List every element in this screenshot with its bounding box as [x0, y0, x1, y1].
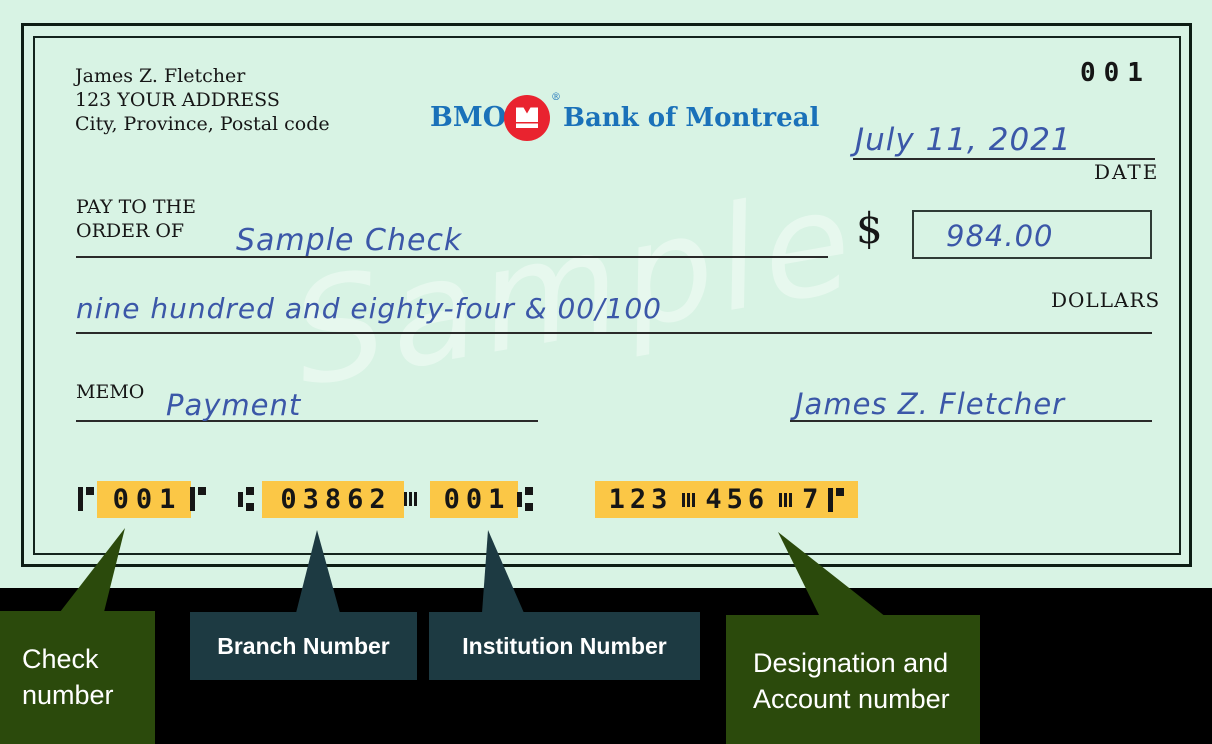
- callout-check-number: Check number: [0, 611, 155, 744]
- date-line: [853, 158, 1155, 160]
- callout-institution-number: Institution Number: [429, 612, 700, 680]
- pay-to-label-line1: PAY TO THE: [76, 196, 196, 218]
- micr-branch-number: 03862: [262, 481, 404, 518]
- callout-branch-number: Branch Number: [190, 612, 417, 680]
- date-label: DATE: [1094, 160, 1160, 184]
- micr-onus-symbol: [78, 487, 94, 511]
- micr-onus-symbol: [190, 487, 206, 511]
- check-outer-border: [21, 23, 1192, 567]
- micr-account-group: 456: [705, 484, 770, 515]
- payer-address-line1: 123 YOUR ADDRESS: [75, 89, 280, 111]
- callout-check-number-line1: Check: [22, 644, 99, 674]
- check-inner-border: [33, 36, 1181, 555]
- micr-dash-symbol: [404, 487, 417, 511]
- check-number-top: 001: [1080, 58, 1151, 88]
- callout-check-number-line2: number: [22, 680, 114, 710]
- payer-address-line2: City, Province, Postal code: [75, 113, 330, 135]
- amount-numeric: 984.00: [946, 219, 1054, 253]
- micr-institution-number: 001: [430, 481, 518, 518]
- memo-line: [76, 420, 538, 422]
- micr-account-number: 123 456 7: [595, 481, 858, 518]
- amount-box: 984.00: [912, 210, 1152, 259]
- callout-account-number-line2: Account number: [753, 684, 950, 714]
- payer-name: James Z. Fletcher: [75, 65, 246, 87]
- micr-transit-symbol: [517, 487, 533, 511]
- payee-value: Sample Check: [236, 223, 463, 258]
- bank-name: Bank of Montreal: [563, 103, 820, 133]
- payee-line: [76, 256, 828, 258]
- callout-account-number-line1: Designation and: [753, 648, 949, 678]
- memo-value: Payment: [166, 388, 302, 422]
- dollar-sign: $: [856, 204, 883, 253]
- date-value: July 11, 2021: [855, 122, 1072, 158]
- micr-onus-symbol: [828, 487, 845, 512]
- registered-mark: ®: [551, 92, 561, 103]
- bmo-roundel-icon: [503, 94, 551, 142]
- micr-dash-symbol: [779, 488, 793, 512]
- payer-block: James Z. Fletcher 123 YOUR ADDRESS City,…: [75, 64, 330, 136]
- dollars-label: DOLLARS: [1051, 288, 1161, 312]
- signature-line: [790, 420, 1152, 422]
- amount-words: nine hundred and eighty-four & 00/100: [76, 292, 662, 325]
- signature-value: James Z. Fletcher: [795, 387, 1066, 421]
- micr-dash-symbol: [682, 488, 696, 512]
- amount-words-line: [76, 332, 1152, 334]
- micr-account-group: 7: [802, 484, 819, 515]
- pay-to-label-line2: ORDER OF: [76, 220, 185, 242]
- micr-transit-symbol: [238, 487, 254, 511]
- memo-label: MEMO: [76, 381, 145, 403]
- micr-account-group: 123: [608, 484, 673, 515]
- callout-account-number: Designation and Account number: [726, 615, 980, 744]
- micr-check-number: 001: [97, 481, 191, 518]
- pay-to-label: PAY TO THE ORDER OF: [76, 195, 196, 243]
- bmo-wordmark: BMO: [430, 102, 507, 133]
